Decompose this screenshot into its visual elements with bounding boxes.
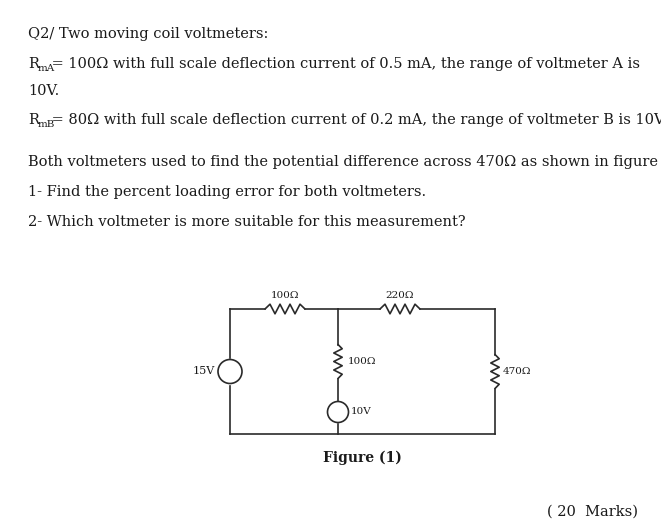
Text: mB: mB bbox=[38, 120, 55, 129]
Text: 10V.: 10V. bbox=[28, 84, 59, 98]
Text: Both voltmeters used to find the potential difference across 470Ω as shown in fi: Both voltmeters used to find the potenti… bbox=[28, 154, 661, 169]
Text: 220Ω: 220Ω bbox=[386, 291, 414, 300]
Text: 2- Which voltmeter is more suitable for this measurement?: 2- Which voltmeter is more suitable for … bbox=[28, 214, 465, 229]
Text: 15V: 15V bbox=[193, 367, 215, 377]
Text: Figure (1): Figure (1) bbox=[323, 451, 402, 466]
Text: 100Ω: 100Ω bbox=[271, 291, 299, 300]
Text: 470Ω: 470Ω bbox=[503, 367, 531, 376]
Text: R: R bbox=[28, 113, 39, 126]
Text: ( 20  Marks): ( 20 Marks) bbox=[547, 505, 638, 519]
Text: 100Ω: 100Ω bbox=[348, 357, 377, 366]
Text: = 100Ω with full scale deflection current of 0.5 mA, the range of voltmeter A is: = 100Ω with full scale deflection curren… bbox=[47, 57, 640, 71]
Text: 1- Find the percent loading error for both voltmeters.: 1- Find the percent loading error for bo… bbox=[28, 185, 426, 198]
Text: 10V: 10V bbox=[350, 407, 371, 416]
Text: mA: mA bbox=[38, 64, 55, 73]
Text: Q2/ Two moving coil voltmeters:: Q2/ Two moving coil voltmeters: bbox=[28, 27, 268, 41]
Text: = 80Ω with full scale deflection current of 0.2 mA, the range of voltmeter B is : = 80Ω with full scale deflection current… bbox=[47, 113, 661, 126]
Text: R: R bbox=[28, 57, 39, 71]
